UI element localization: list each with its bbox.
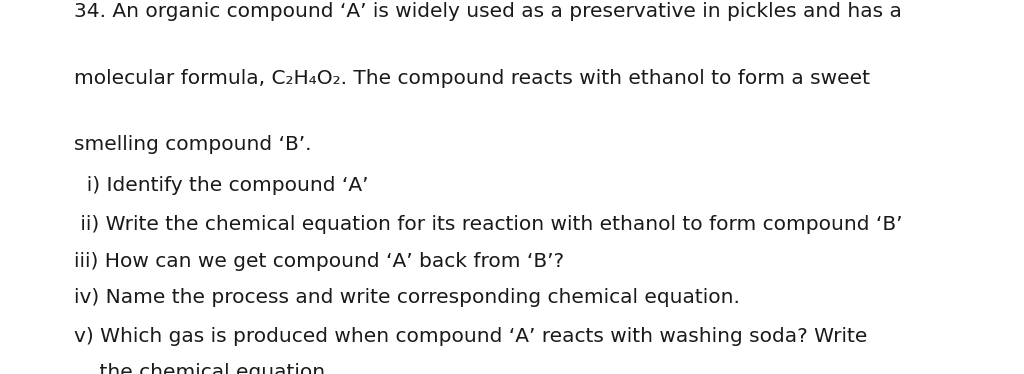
Text: iv) Name the process and write corresponding chemical equation.: iv) Name the process and write correspon… [74,288,739,307]
Text: iii) How can we get compound ‘A’ back from ‘B’?: iii) How can we get compound ‘A’ back fr… [74,252,564,272]
Text: smelling compound ‘B’.: smelling compound ‘B’. [74,135,311,154]
Text: ii) Write the chemical equation for its reaction with ethanol to form compound ‘: ii) Write the chemical equation for its … [74,215,902,234]
Text: v) Which gas is produced when compound ‘A’ reacts with washing soda? Write: v) Which gas is produced when compound ‘… [74,327,867,346]
Text: 34. An organic compound ‘A’ is widely used as a preservative in pickles and has : 34. An organic compound ‘A’ is widely us… [74,2,901,21]
Text: the chemical equation.: the chemical equation. [74,363,331,374]
Text: molecular formula, C₂H₄O₂. The compound reacts with ethanol to form a sweet: molecular formula, C₂H₄O₂. The compound … [74,69,869,88]
Text: i) Identify the compound ‘A’: i) Identify the compound ‘A’ [74,176,369,195]
